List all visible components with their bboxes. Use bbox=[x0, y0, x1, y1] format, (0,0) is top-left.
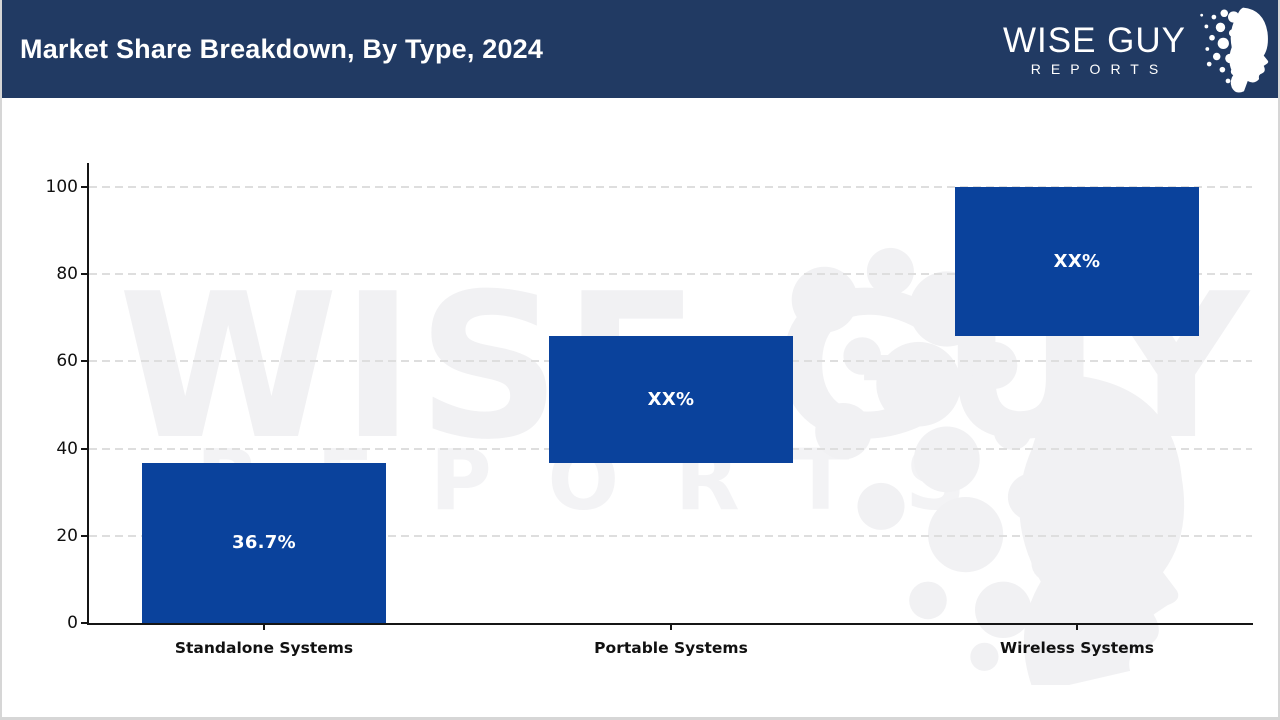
brand-subtitle: REPORTS bbox=[1030, 60, 1169, 77]
bar-value-label: XX% bbox=[1053, 250, 1101, 272]
y-tick-mark bbox=[81, 360, 87, 363]
y-tick-mark bbox=[81, 273, 87, 276]
x-tick-label: Standalone Systems bbox=[174, 639, 354, 657]
y-tick-label: 60 bbox=[56, 351, 78, 372]
brand-name: WISE GUY bbox=[1002, 20, 1186, 60]
bar-wireless-systems: XX% bbox=[955, 187, 1199, 336]
gridline bbox=[89, 273, 1252, 276]
header-bar: Market Share Breakdown, By Type, 2024 WI… bbox=[0, 0, 1280, 98]
x-tick-mark bbox=[1076, 625, 1078, 630]
gridline bbox=[89, 534, 1252, 537]
x-tick-label: Wireless Systems bbox=[999, 639, 1155, 657]
bar-portable-systems: XX% bbox=[549, 335, 793, 463]
y-tick-label: 80 bbox=[56, 264, 78, 285]
x-tick-label: Portable Systems bbox=[594, 639, 748, 657]
y-axis-line bbox=[87, 163, 89, 625]
y-tick-mark bbox=[81, 534, 87, 537]
dotted-face-profile-icon bbox=[1200, 7, 1269, 93]
bar-value-label: XX% bbox=[647, 388, 695, 410]
y-tick-label: 40 bbox=[56, 438, 78, 459]
bar-value-label: 36.7% bbox=[232, 532, 296, 554]
y-tick-mark bbox=[81, 186, 87, 188]
y-tick-label: 100 bbox=[45, 177, 78, 197]
y-tick-label: 20 bbox=[56, 525, 78, 546]
bar-standalone-systems: 36.7% bbox=[142, 462, 386, 623]
y-tick-mark bbox=[81, 622, 87, 624]
y-tick-label: 0 bbox=[67, 613, 78, 633]
brand-logo-text: WISE GUY REPORTS bbox=[1003, 23, 1186, 76]
x-axis-line bbox=[87, 623, 1253, 625]
y-tick-mark bbox=[81, 447, 87, 450]
brand-logo: WISE GUY REPORTS bbox=[1003, 0, 1276, 98]
gridline bbox=[89, 186, 1252, 188]
x-tick-mark bbox=[670, 625, 672, 630]
chart-title: Market Share Breakdown, By Type, 2024 bbox=[20, 33, 544, 64]
x-tick-mark bbox=[263, 625, 265, 630]
